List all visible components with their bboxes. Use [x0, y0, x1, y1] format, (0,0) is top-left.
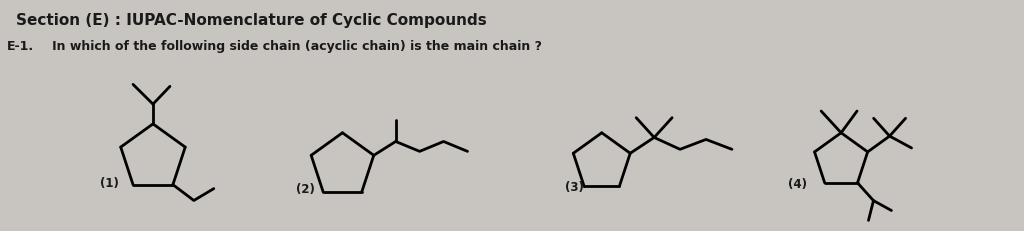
Text: E-1.: E-1. — [6, 40, 34, 53]
Text: (1): (1) — [99, 176, 119, 189]
Text: Section (E) : IUPAC-Nomenclature of Cyclic Compounds: Section (E) : IUPAC-Nomenclature of Cycl… — [16, 13, 487, 28]
Text: In which of the following side chain (acyclic chain) is the main chain ?: In which of the following side chain (ac… — [39, 40, 543, 53]
Text: (3): (3) — [565, 180, 585, 193]
Text: (4): (4) — [787, 177, 807, 190]
Text: (2): (2) — [296, 182, 315, 195]
